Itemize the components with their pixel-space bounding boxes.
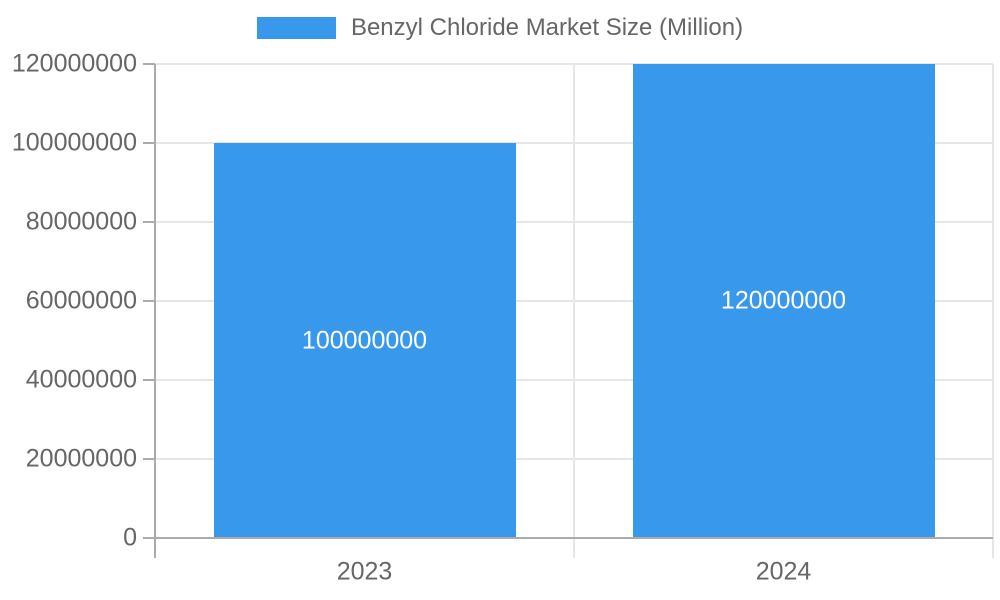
y-axis-line: [154, 64, 156, 558]
y-tick-label: 120000000: [11, 49, 137, 78]
x-tick-label: 2023: [336, 557, 393, 586]
x-tick-mark: [992, 538, 994, 558]
y-tick-label: 40000000: [25, 365, 137, 394]
y-tick-label: 0: [123, 523, 137, 552]
y-tick-mark: [143, 142, 155, 144]
legend-swatch: [256, 17, 336, 39]
y-tick-mark: [143, 379, 155, 381]
y-tick-label: 60000000: [25, 286, 137, 315]
y-tick-mark: [143, 221, 155, 223]
legend-item[interactable]: Benzyl Chloride Market Size (Million): [0, 14, 1000, 42]
y-tick-label: 80000000: [25, 207, 137, 236]
bar-2024[interactable]: [633, 64, 935, 538]
bar-value-label: 100000000: [301, 326, 428, 354]
bar-value-label: 120000000: [720, 286, 847, 315]
x-tick-mark: [573, 538, 575, 558]
y-tick-label: 100000000: [11, 128, 137, 157]
legend-label: Benzyl Chloride Market Size (Million): [350, 14, 744, 41]
x-axis-line: [143, 537, 993, 539]
x-gridline: [992, 64, 994, 538]
bar-2023[interactable]: [214, 143, 516, 538]
y-tick-mark: [143, 300, 155, 302]
x-tick-label: 2024: [755, 557, 812, 586]
x-gridline: [573, 64, 575, 538]
y-tick-label: 20000000: [25, 444, 137, 473]
y-tick-mark: [143, 63, 155, 65]
y-tick-mark: [143, 458, 155, 460]
